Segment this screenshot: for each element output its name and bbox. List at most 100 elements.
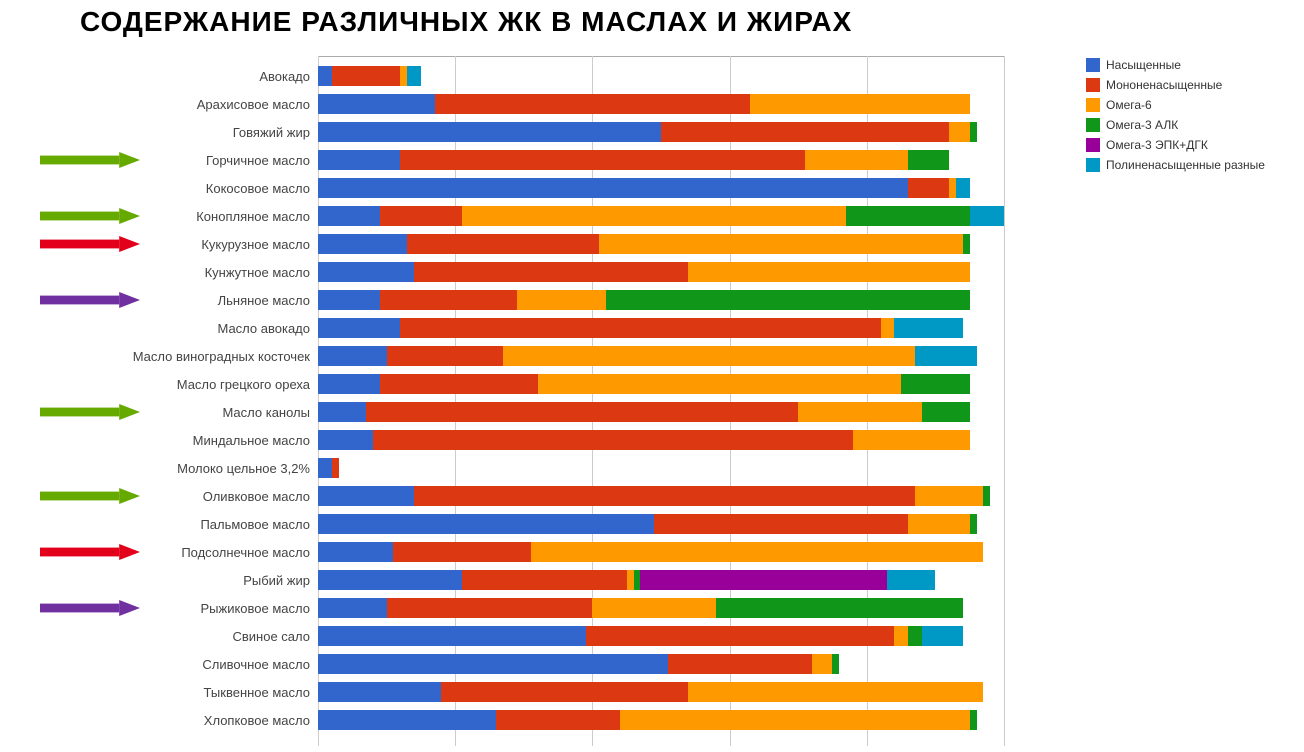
- bar-row: Рыбий жир: [318, 570, 1004, 590]
- bar-segment-sat: [318, 458, 332, 478]
- bar-segment-omega6: [538, 374, 902, 394]
- bar-segment-sat: [318, 570, 462, 590]
- bar-segment-pufa: [922, 626, 963, 646]
- bar-segment-sat: [318, 318, 400, 338]
- bar-label: Сливочное масло: [202, 657, 318, 672]
- bar-label: Горчичное масло: [206, 153, 318, 168]
- bar-segment-sat: [318, 710, 496, 730]
- bar-segment-omega6: [620, 710, 970, 730]
- bar-row: Молоко цельное 3,2%: [318, 458, 1004, 478]
- bar-label: Тыквенное масло: [204, 685, 318, 700]
- bar-row: Масло виноградных косточек: [318, 346, 1004, 366]
- bar-segment-omega6: [805, 150, 908, 170]
- bar-segment-omega6: [949, 122, 970, 142]
- bar-track: [318, 122, 1004, 142]
- bar-segment-omega6: [881, 318, 895, 338]
- bar-segment-omega6: [531, 542, 984, 562]
- bar-segment-omega6: [599, 234, 963, 254]
- bar-segment-mono: [366, 402, 798, 422]
- bar-segment-sat: [318, 262, 414, 282]
- bars-container: АвокадоАрахисовое маслоГовяжий жирГорчич…: [318, 56, 1004, 746]
- bar-segment-sat: [318, 290, 380, 310]
- indicator-arrow: [40, 152, 140, 173]
- bar-segment-sat: [318, 94, 435, 114]
- bar-row: Авокадо: [318, 66, 1004, 86]
- chart-area: АвокадоАрахисовое маслоГовяжий жирГорчич…: [160, 56, 1280, 746]
- bar-segment-ala: [970, 122, 977, 142]
- bar-row: Говяжий жир: [318, 122, 1004, 142]
- bar-segment-ala: [908, 150, 949, 170]
- legend-swatch: [1086, 138, 1100, 152]
- bar-row: Масло грецкого ореха: [318, 374, 1004, 394]
- bar-segment-mono: [654, 514, 908, 534]
- legend-item: Мононенасыщенные: [1086, 78, 1272, 92]
- bar-segment-ala: [716, 598, 963, 618]
- bar-row: Конопляное масло: [318, 206, 1004, 226]
- bar-track: [318, 598, 1004, 618]
- bar-segment-omega6: [853, 430, 970, 450]
- bar-row: Масло канолы: [318, 402, 1004, 422]
- bar-segment-omega6: [894, 626, 908, 646]
- bar-segment-mono: [435, 94, 751, 114]
- bar-track: [318, 346, 1004, 366]
- bar-label: Подсолнечное масло: [181, 545, 318, 560]
- indicator-arrow: [40, 488, 140, 509]
- bar-segment-pufa: [887, 570, 935, 590]
- bar-row: Горчичное масло: [318, 150, 1004, 170]
- legend-item: Омега-3 АЛК: [1086, 118, 1272, 132]
- bar-segment-mono: [586, 626, 895, 646]
- bar-segment-sat: [318, 346, 387, 366]
- bar-segment-sat: [318, 682, 441, 702]
- bar-track: [318, 570, 1004, 590]
- bar-label: Кунжутное масло: [205, 265, 318, 280]
- bar-segment-omega6: [750, 94, 970, 114]
- bar-track: [318, 626, 1004, 646]
- legend-item: Омега-6: [1086, 98, 1272, 112]
- bar-segment-mono: [661, 122, 949, 142]
- bar-label: Масло канолы: [222, 405, 318, 420]
- legend-item: Омега-3 ЭПК+ДГК: [1086, 138, 1272, 152]
- bar-segment-ala: [832, 654, 839, 674]
- legend-label: Мононенасыщенные: [1106, 78, 1222, 92]
- legend-label: Омега-3 ЭПК+ДГК: [1106, 138, 1208, 152]
- gridline: [1004, 56, 1005, 746]
- bar-track: [318, 206, 1004, 226]
- legend-item: Насыщенные: [1086, 58, 1272, 72]
- bar-row: Оливковое масло: [318, 486, 1004, 506]
- bar-row: Пальмовое масло: [318, 514, 1004, 534]
- bar-segment-ala: [846, 206, 969, 226]
- legend-swatch: [1086, 118, 1100, 132]
- bar-segment-mono: [414, 486, 915, 506]
- bar-segment-sat: [318, 234, 407, 254]
- bar-segment-sat: [318, 150, 400, 170]
- bar-row: Кунжутное масло: [318, 262, 1004, 282]
- bar-row: Хлопковое масло: [318, 710, 1004, 730]
- bar-segment-ala: [963, 234, 970, 254]
- bar-label: Кокосовое масло: [206, 181, 318, 196]
- plot-region: АвокадоАрахисовое маслоГовяжий жирГорчич…: [318, 56, 1004, 746]
- bar-segment-pufa: [956, 178, 970, 198]
- bar-segment-ala: [901, 374, 970, 394]
- bar-row: Льняное масло: [318, 290, 1004, 310]
- bar-segment-mono: [400, 318, 880, 338]
- bar-label: Кукурузное масло: [201, 237, 318, 252]
- bar-track: [318, 94, 1004, 114]
- bar-segment-mono: [380, 290, 517, 310]
- bar-segment-omega6: [908, 514, 970, 534]
- bar-segment-omega6: [627, 570, 634, 590]
- bar-track: [318, 318, 1004, 338]
- bar-segment-omega6: [812, 654, 833, 674]
- legend-swatch: [1086, 78, 1100, 92]
- legend-label: Полиненасыщенные разные: [1106, 158, 1265, 172]
- bar-track: [318, 430, 1004, 450]
- bar-track: [318, 150, 1004, 170]
- bar-label: Свиное сало: [233, 629, 319, 644]
- legend-swatch: [1086, 98, 1100, 112]
- indicator-arrow: [40, 236, 140, 257]
- bar-segment-omega6: [688, 262, 969, 282]
- legend-swatch: [1086, 158, 1100, 172]
- bar-segment-mono: [462, 570, 627, 590]
- bar-segment-sat: [318, 542, 393, 562]
- bar-segment-mono: [400, 150, 805, 170]
- bar-segment-mono: [496, 710, 619, 730]
